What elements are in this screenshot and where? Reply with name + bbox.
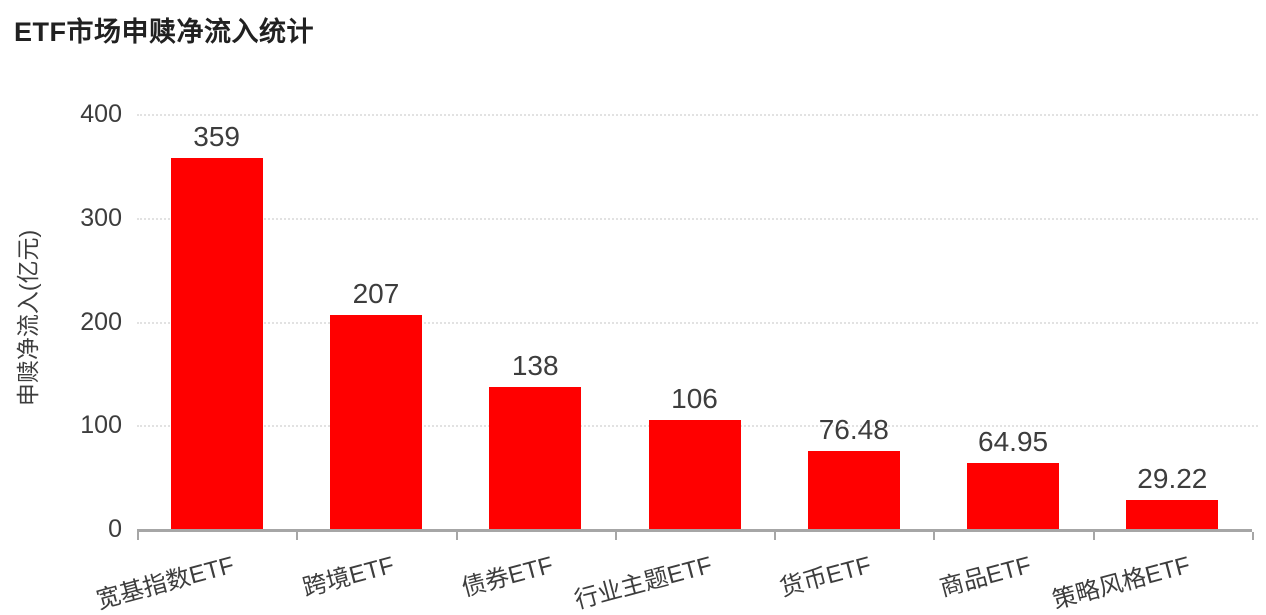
bar-宽基指数ETF[interactable] [170, 157, 263, 530]
bar-value-label: 207 [352, 278, 400, 310]
gridline-200 [137, 321, 1258, 324]
bar-value-label: 359 [193, 120, 240, 152]
x-tick-label-宽基指数ETF: 宽基指数ETF [93, 551, 238, 615]
bar-value-label: 64.95 [978, 425, 1049, 457]
x-axis-tick-mark [455, 532, 458, 540]
y-tick-label-200: 200 [80, 307, 122, 336]
bar-行业主题ETF[interactable] [648, 420, 741, 530]
bar-value-label: 76.48 [818, 413, 889, 445]
x-tick-label-策略风格ETF: 策略风格ETF [1049, 551, 1194, 615]
x-tick-label-商品ETF: 商品ETF [936, 551, 1034, 602]
x-axis-tick-mark [933, 532, 936, 540]
x-tick-label-跨境ETF: 跨境ETF [299, 551, 397, 602]
gridline-300 [137, 217, 1258, 220]
bar-货币ETF[interactable] [807, 450, 900, 530]
chart-title: ETF市场申赎净流入统计 [14, 17, 314, 47]
gridline-400 [137, 114, 1258, 116]
x-axis-tick-mark [774, 532, 777, 540]
y-tick-label-100: 100 [80, 411, 122, 440]
x-axis-tick-mark [1252, 532, 1254, 540]
x-tick-label-行业主题ETF: 行业主题ETF [571, 551, 716, 615]
x-axis-tick-mark [1092, 532, 1095, 540]
x-tick-label-债券ETF: 债券ETF [458, 551, 557, 602]
bar-value-label: 106 [671, 383, 718, 415]
bar-商品ETF[interactable] [967, 462, 1060, 530]
y-axis-title: 申赎净流入(亿元) [15, 229, 41, 407]
bar-债券ETF[interactable] [489, 386, 582, 530]
bar-value-label: 29.22 [1137, 462, 1208, 494]
y-tick-label-400: 400 [80, 100, 122, 128]
bar-策略风格ETF[interactable] [1126, 499, 1219, 530]
x-axis-tick-mark [296, 532, 299, 540]
bar-跨境ETF[interactable] [329, 315, 422, 530]
y-tick-label-300: 300 [80, 203, 122, 232]
x-axis-tick-mark [137, 532, 139, 540]
x-axis-line [137, 529, 1252, 532]
y-tick-label-0: 0 [108, 515, 122, 543]
x-tick-label-货币ETF: 货币ETF [777, 551, 875, 602]
x-axis-tick-mark [614, 532, 617, 540]
bar-value-label: 138 [511, 349, 559, 381]
